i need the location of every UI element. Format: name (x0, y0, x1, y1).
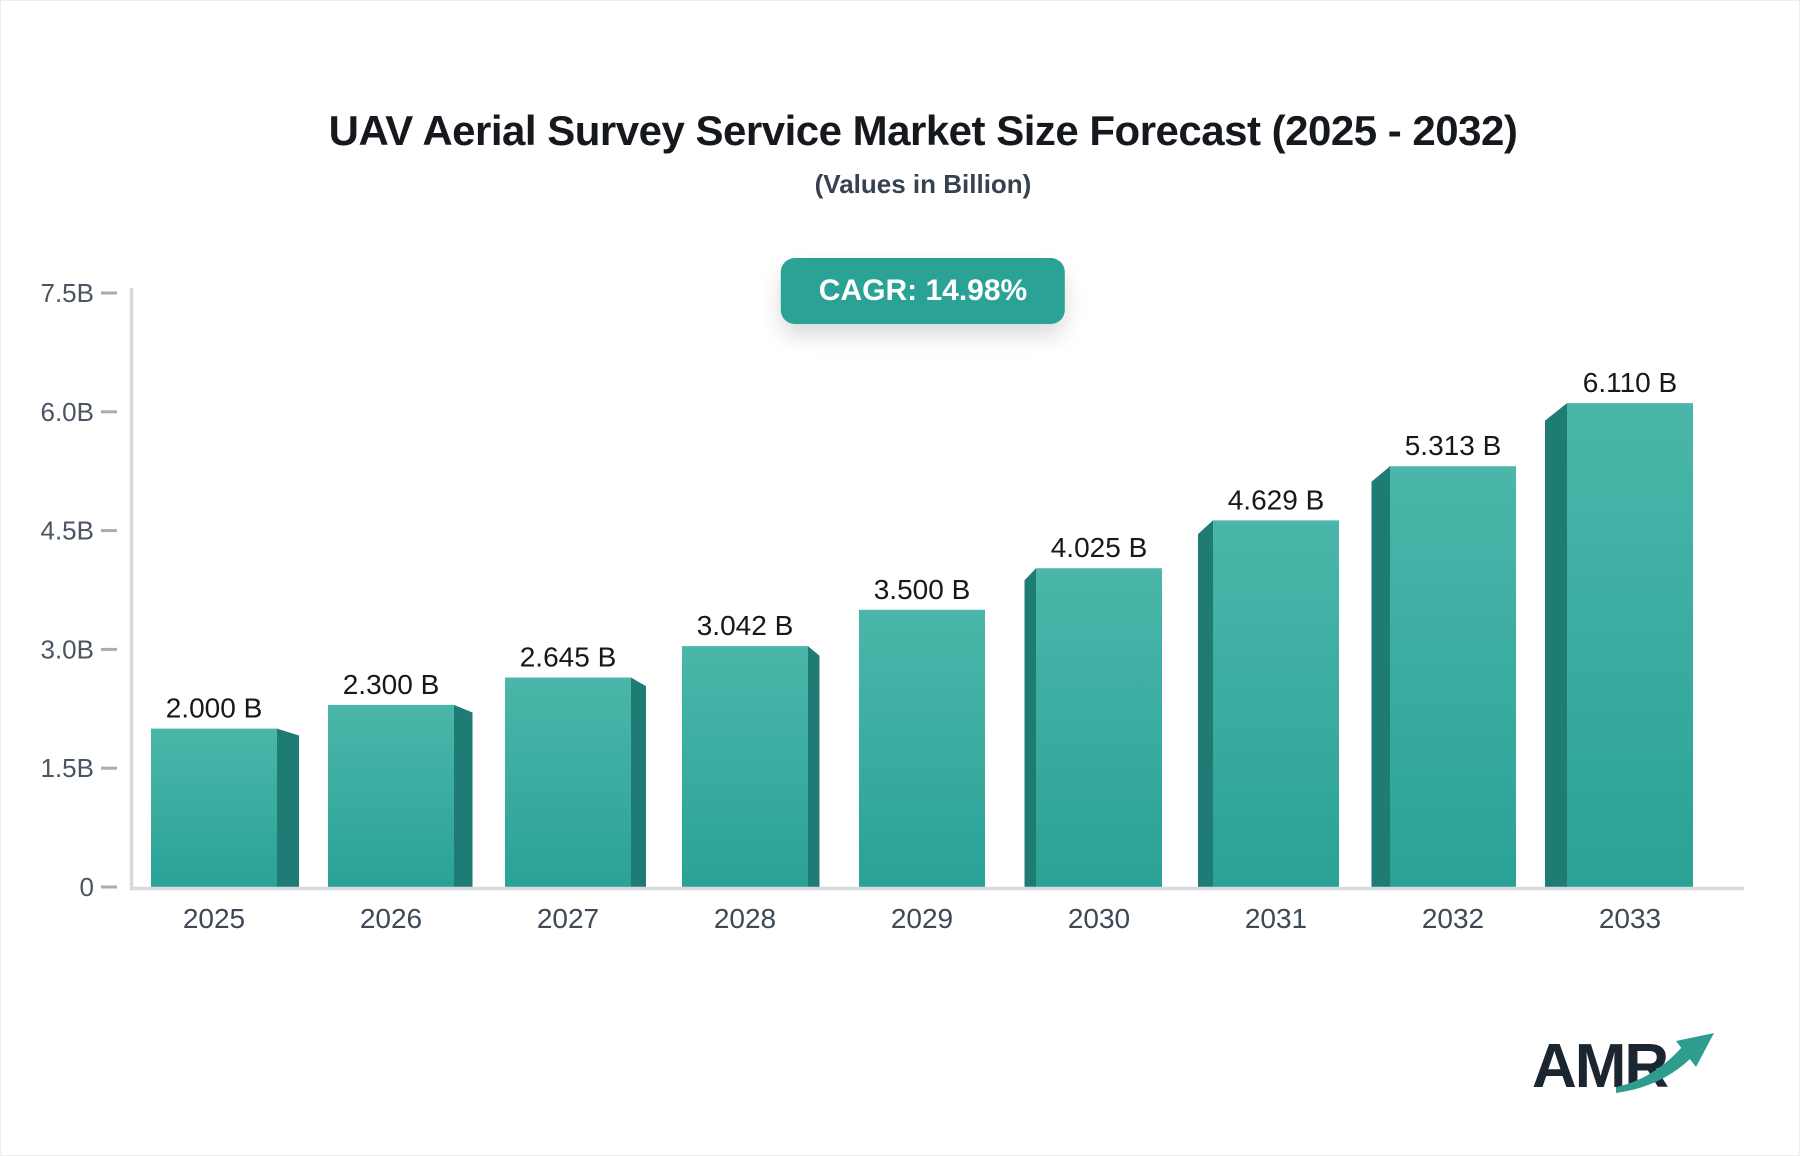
bar-value-label: 2.645 B (520, 642, 617, 673)
x-axis-label: 2025 (183, 903, 245, 934)
bar-side-face-2033 (1545, 403, 1567, 889)
bar-2026 (328, 704, 454, 887)
bar-2033 (1567, 403, 1693, 887)
bar-2031 (1213, 520, 1339, 887)
y-tick-label: 6.0B (41, 397, 95, 427)
y-tick-label: 3.0B (41, 634, 95, 664)
x-axis-label: 2027 (537, 903, 599, 934)
growth-arrow-head (1676, 1033, 1714, 1067)
x-axis-label: 2029 (891, 903, 953, 934)
x-axis-label: 2033 (1599, 903, 1661, 934)
chart-title: UAV Aerial Survey Service Market Size Fo… (328, 107, 1518, 154)
bar-side-face-2027 (631, 677, 646, 889)
amr-logo-text: AMR (1532, 1032, 1669, 1101)
bar-value-label: 3.042 B (697, 610, 794, 641)
bar-2030 (1036, 568, 1162, 887)
growth-arrow-icon (1616, 1033, 1714, 1093)
bar-value-label: 3.500 B (874, 574, 971, 605)
bar-value-label: 2.300 B (343, 669, 440, 700)
bar-value-label: 2.000 B (166, 693, 263, 724)
x-axis-label: 2030 (1068, 903, 1130, 934)
bar-side-face-2031 (1198, 520, 1213, 889)
bar-2028 (682, 646, 808, 887)
bar-2025 (151, 728, 277, 887)
bar-2029 (859, 609, 985, 887)
bar-value-label: 4.629 B (1228, 484, 1325, 515)
x-axis-label: 2026 (360, 903, 422, 934)
bar-value-label: 5.313 B (1405, 430, 1502, 461)
y-tick-label: 0 (80, 872, 94, 902)
y-tick-label: 1.5B (41, 753, 95, 783)
cagr-badge: CAGR: 14.98% (780, 258, 1066, 324)
growth-arrow-swoosh (1616, 1047, 1692, 1093)
y-tick-label: 7.5B (41, 278, 95, 308)
bar-value-label: 4.025 B (1051, 532, 1148, 563)
bar-side-face-2032 (1371, 466, 1390, 889)
bar-value-label: 6.110 B (1583, 367, 1677, 398)
bar-2027 (505, 677, 631, 887)
x-axis-label: 2032 (1422, 903, 1484, 934)
y-tick-label: 4.5B (41, 516, 95, 546)
x-axis-label: 2028 (714, 903, 776, 934)
chart-header: UAV Aerial Survey Service Market Size Fo… (1, 1, 1799, 200)
bar-2032 (1390, 466, 1516, 887)
bar-side-face-2026 (454, 704, 473, 889)
bar-side-face-2030 (1024, 568, 1036, 889)
x-axis-label: 2031 (1245, 903, 1307, 934)
amr-logo: AMR (1532, 1032, 1752, 1133)
bar-side-face-2025 (277, 728, 299, 889)
chart-subtitle: (Values in Billion) (814, 169, 1032, 200)
bar-side-face-2028 (808, 646, 820, 889)
